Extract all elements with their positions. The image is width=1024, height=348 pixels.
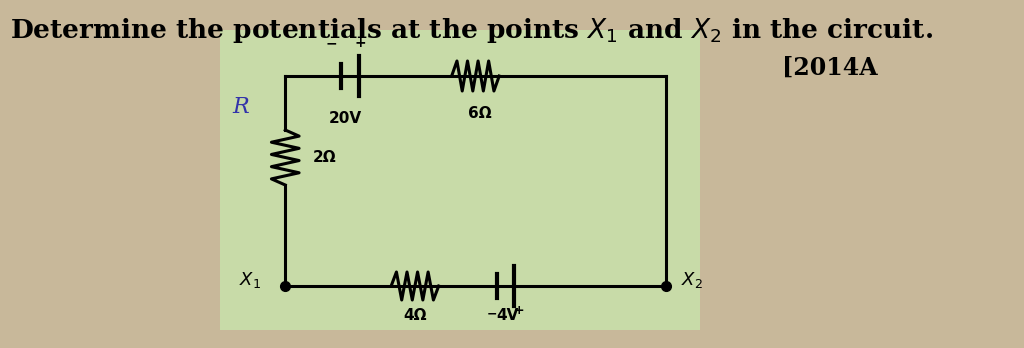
Text: 4Ω: 4Ω bbox=[403, 308, 427, 323]
Text: +: + bbox=[354, 36, 367, 50]
Text: 6Ω: 6Ω bbox=[468, 106, 492, 121]
Text: $X_2$: $X_2$ bbox=[681, 270, 703, 290]
Text: 4V: 4V bbox=[497, 308, 518, 323]
Text: +: + bbox=[513, 304, 524, 317]
Text: [2014A: [2014A bbox=[781, 56, 878, 80]
Text: $X_1$: $X_1$ bbox=[239, 270, 261, 290]
FancyBboxPatch shape bbox=[220, 30, 700, 330]
Text: R: R bbox=[231, 96, 249, 118]
Text: −: − bbox=[486, 308, 497, 321]
Text: 20V: 20V bbox=[329, 111, 362, 126]
Text: Determine the potentials at the points $X_1$ and $X_2$ in the circuit.: Determine the potentials at the points $… bbox=[10, 16, 934, 45]
Text: −: − bbox=[326, 36, 337, 50]
Text: 2Ω: 2Ω bbox=[313, 150, 337, 165]
